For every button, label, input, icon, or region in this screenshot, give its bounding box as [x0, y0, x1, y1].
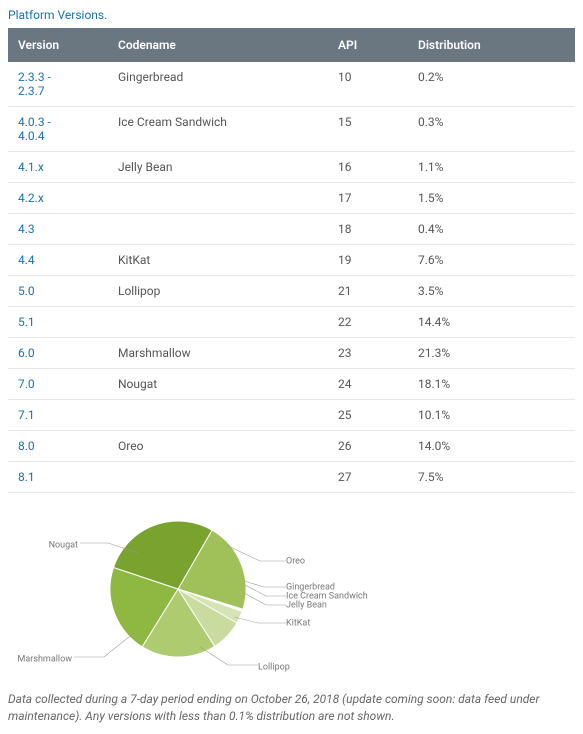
- cell-version[interactable]: 4.2.x: [8, 183, 108, 214]
- header-version: Version: [8, 28, 108, 62]
- table-row: 4.4KitKat197.6%: [8, 245, 575, 276]
- cell-distribution: 14.0%: [408, 431, 575, 462]
- cell-codename: [108, 462, 328, 493]
- cell-codename: Marshmallow: [108, 338, 328, 369]
- table-header-row: Version Codename API Distribution: [8, 28, 575, 62]
- cell-distribution: 1.1%: [408, 152, 575, 183]
- cell-api: 19: [328, 245, 408, 276]
- cell-api: 24: [328, 369, 408, 400]
- cell-api: 18: [328, 214, 408, 245]
- table-row: 6.0Marshmallow2321.3%: [8, 338, 575, 369]
- cell-codename: Ice Cream Sandwich: [108, 107, 328, 152]
- table-row: 5.0Lollipop213.5%: [8, 276, 575, 307]
- cell-api: 21: [328, 276, 408, 307]
- cell-distribution: 7.5%: [408, 462, 575, 493]
- pie-leader: [244, 593, 286, 605]
- table-row: 2.3.3 - 2.3.7Gingerbread100.2%: [8, 62, 575, 107]
- cell-version[interactable]: 7.1: [8, 400, 108, 431]
- pie-leader: [244, 581, 286, 587]
- cell-api: 26: [328, 431, 408, 462]
- pie-label: Marshmallow: [18, 654, 73, 664]
- table-row: 8.0Oreo2614.0%: [8, 431, 575, 462]
- cell-api: 10: [328, 62, 408, 107]
- cell-distribution: 21.3%: [408, 338, 575, 369]
- table-row: 4.1.xJelly Bean161.1%: [8, 152, 575, 183]
- cell-codename: Nougat: [108, 369, 328, 400]
- cell-distribution: 0.4%: [408, 214, 575, 245]
- table-row: 7.0Nougat2418.1%: [8, 369, 575, 400]
- cell-version[interactable]: 8.0: [8, 431, 108, 462]
- cell-version[interactable]: 5.0: [8, 276, 108, 307]
- cell-version[interactable]: 7.0: [8, 369, 108, 400]
- platform-versions-link[interactable]: Platform Versions.: [8, 8, 107, 22]
- cell-codename: [108, 400, 328, 431]
- cell-version[interactable]: 4.4: [8, 245, 108, 276]
- cell-version[interactable]: 4.1.x: [8, 152, 108, 183]
- header-codename: Codename: [108, 28, 328, 62]
- pie-label: Lollipop: [258, 662, 290, 672]
- pie-leader: [74, 633, 134, 657]
- pie-label: KitKat: [286, 618, 310, 628]
- cell-distribution: 0.3%: [408, 107, 575, 152]
- cell-distribution: 1.5%: [408, 183, 575, 214]
- header-api: API: [328, 28, 408, 62]
- distribution-pie-chart: OreoGingerbreadIce Cream SandwichJelly B…: [8, 493, 575, 683]
- cell-version[interactable]: 2.3.3 - 2.3.7: [8, 62, 108, 107]
- pie-label: Oreo: [286, 556, 305, 566]
- cell-distribution: 3.5%: [408, 276, 575, 307]
- cell-version[interactable]: 4.0.3 - 4.0.4: [8, 107, 108, 152]
- cell-api: 17: [328, 183, 408, 214]
- cell-api: 22: [328, 307, 408, 338]
- cell-codename: KitKat: [108, 245, 328, 276]
- pie-leader: [234, 617, 286, 623]
- table-row: 4.2.x 171.5%: [8, 183, 575, 214]
- table-row: 5.1 2214.4%: [8, 307, 575, 338]
- cell-distribution: 18.1%: [408, 369, 575, 400]
- cell-api: 25: [328, 400, 408, 431]
- table-row: 4.3 180.4%: [8, 214, 575, 245]
- cell-distribution: 14.4%: [408, 307, 575, 338]
- cell-api: 16: [328, 152, 408, 183]
- cell-codename: [108, 214, 328, 245]
- cell-distribution: 7.6%: [408, 245, 575, 276]
- pie-leader: [245, 585, 286, 596]
- table-row: 8.1 277.5%: [8, 462, 575, 493]
- cell-codename: Lollipop: [108, 276, 328, 307]
- pie-label: Jelly Bean: [286, 600, 327, 610]
- cell-distribution: 10.1%: [408, 400, 575, 431]
- cell-version[interactable]: 4.3: [8, 214, 108, 245]
- cell-api: 27: [328, 462, 408, 493]
- cell-api: 15: [328, 107, 408, 152]
- cell-codename: Jelly Bean: [108, 152, 328, 183]
- cell-version[interactable]: 8.1: [8, 462, 108, 493]
- footnote-text: Data collected during a 7-day period end…: [8, 691, 575, 726]
- cell-version[interactable]: 6.0: [8, 338, 108, 369]
- cell-api: 23: [328, 338, 408, 369]
- cell-codename: [108, 307, 328, 338]
- cell-codename: Oreo: [108, 431, 328, 462]
- pie-label: Nougat: [49, 540, 78, 550]
- cell-distribution: 0.2%: [408, 62, 575, 107]
- table-row: 7.1 2510.1%: [8, 400, 575, 431]
- cell-codename: Gingerbread: [108, 62, 328, 107]
- header-distribution: Distribution: [408, 28, 575, 62]
- cell-version[interactable]: 5.1: [8, 307, 108, 338]
- cell-codename: [108, 183, 328, 214]
- table-row: 4.0.3 - 4.0.4Ice Cream Sandwich150.3%: [8, 107, 575, 152]
- distribution-table: Version Codename API Distribution 2.3.3 …: [8, 28, 575, 493]
